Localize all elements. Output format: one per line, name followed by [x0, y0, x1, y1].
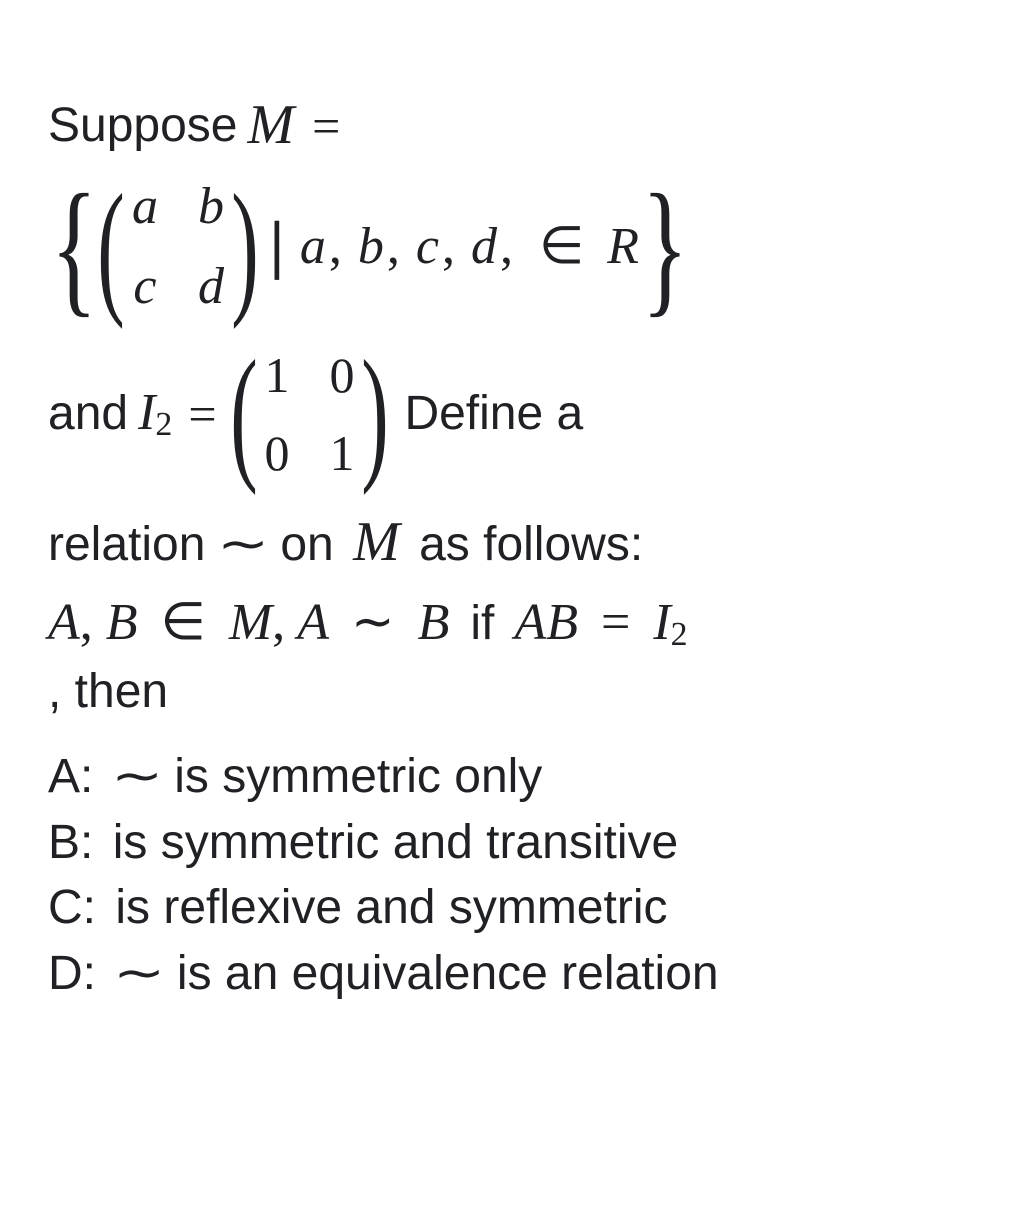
- symbol-in: ∈: [539, 218, 584, 275]
- left-paren: (: [97, 180, 124, 315]
- var-a: a: [300, 218, 326, 275]
- symbol-tilde: ∼: [113, 943, 165, 1004]
- cell-11: 1: [329, 421, 354, 485]
- symbol-in: ∈: [161, 594, 206, 651]
- option-text: is symmetric only: [174, 750, 542, 803]
- matrix-cells: 1 0 0 1: [254, 337, 364, 491]
- cell-a: a: [132, 174, 158, 241]
- option-text: is reflexive and symmetric: [115, 881, 667, 934]
- symbol-I: I: [138, 384, 155, 441]
- right-paren: ): [231, 180, 258, 315]
- cell-d: d: [198, 254, 224, 321]
- answer-options: A: ∼ is symmetric only B: is symmetric a…: [48, 746, 984, 1004]
- line-suppose: Suppose M =: [48, 90, 984, 162]
- symbol-B: B: [418, 594, 450, 651]
- symbol-A: A: [297, 594, 328, 651]
- symbol-B: B: [106, 594, 138, 651]
- text-then: , then: [48, 661, 984, 722]
- left-brace: {: [51, 172, 98, 322]
- option-label: B:: [48, 816, 93, 869]
- symbol-A: A: [48, 594, 80, 651]
- text-suppose: Suppose: [48, 95, 238, 156]
- var-c: c: [416, 218, 439, 275]
- set-mid-bar: ∣: [262, 209, 292, 286]
- cell-01: 0: [329, 343, 354, 407]
- comma: ,: [500, 218, 513, 275]
- definition-line: A, B ∈ M, A ∼ B if AB = I2: [48, 590, 984, 657]
- right-brace: }: [642, 172, 689, 322]
- subscript-2: 2: [155, 406, 172, 443]
- option-C: C: is reflexive and symmetric: [48, 877, 984, 938]
- symbol-equals: =: [312, 94, 340, 158]
- option-label: A:: [48, 750, 93, 803]
- symbol-R: R: [607, 218, 639, 275]
- comma: ,: [387, 218, 400, 275]
- symbol-M: M: [248, 90, 295, 162]
- comma: ,: [80, 594, 93, 651]
- text-if: if: [470, 597, 494, 650]
- option-B: B: is symmetric and transitive: [48, 812, 984, 873]
- matrix-abcd: ( a b c d ): [100, 168, 256, 327]
- cell-c: c: [132, 254, 158, 321]
- option-label: D:: [48, 947, 96, 1000]
- cell-b: b: [198, 174, 224, 241]
- cell-00: 1: [264, 343, 289, 407]
- right-paren: ): [362, 346, 389, 481]
- symbol-tilde: ∼: [351, 594, 395, 651]
- text-as-follows: as follows:: [419, 518, 643, 571]
- symbol-AB: AB: [514, 594, 578, 651]
- text-define-a: Define a: [404, 383, 583, 444]
- cell-10: 0: [264, 421, 289, 485]
- symbol-I: I: [653, 594, 670, 651]
- option-A: A: ∼ is symmetric only: [48, 746, 984, 807]
- symbol-equals: =: [601, 594, 630, 651]
- subscript-2: 2: [671, 616, 688, 653]
- symbol-equals: =: [188, 382, 216, 446]
- option-text: is an equivalence relation: [177, 947, 719, 1000]
- symbol-tilde: ∼: [111, 746, 163, 807]
- option-text: is symmetric and transitive: [113, 816, 678, 869]
- text-relation: relation: [48, 518, 205, 571]
- option-D: D: ∼ is an equivalence relation: [48, 943, 984, 1004]
- set-condition: a, b, c, d, ∈ R: [300, 214, 639, 281]
- math-question: Suppose M = { ( a b c d ) ∣ a, b, c, d, …: [0, 0, 1024, 1044]
- symbol-M: M: [229, 594, 272, 651]
- comma: ,: [272, 594, 285, 651]
- matrix-cells: a b c d: [122, 168, 234, 327]
- symbol-tilde: ∼: [217, 514, 269, 575]
- symbol-M: M: [353, 511, 400, 573]
- var-b: b: [358, 218, 384, 275]
- comma: ,: [442, 218, 455, 275]
- var-d: d: [471, 218, 497, 275]
- comma: ,: [329, 218, 342, 275]
- text-and: and: [48, 383, 128, 444]
- relation-line: relation ∼ on M as follows:: [48, 507, 984, 579]
- identity-line: and I2 = ( 1 0 0 1 ) Define a: [48, 337, 984, 491]
- left-paren: (: [230, 346, 257, 481]
- option-label: C:: [48, 881, 96, 934]
- matrix-identity: ( 1 0 0 1 ): [233, 337, 387, 491]
- set-definition: { ( a b c d ) ∣ a, b, c, d, ∈ R }: [48, 168, 984, 327]
- symbol-I2: I2: [138, 380, 172, 447]
- text-on: on: [280, 518, 333, 571]
